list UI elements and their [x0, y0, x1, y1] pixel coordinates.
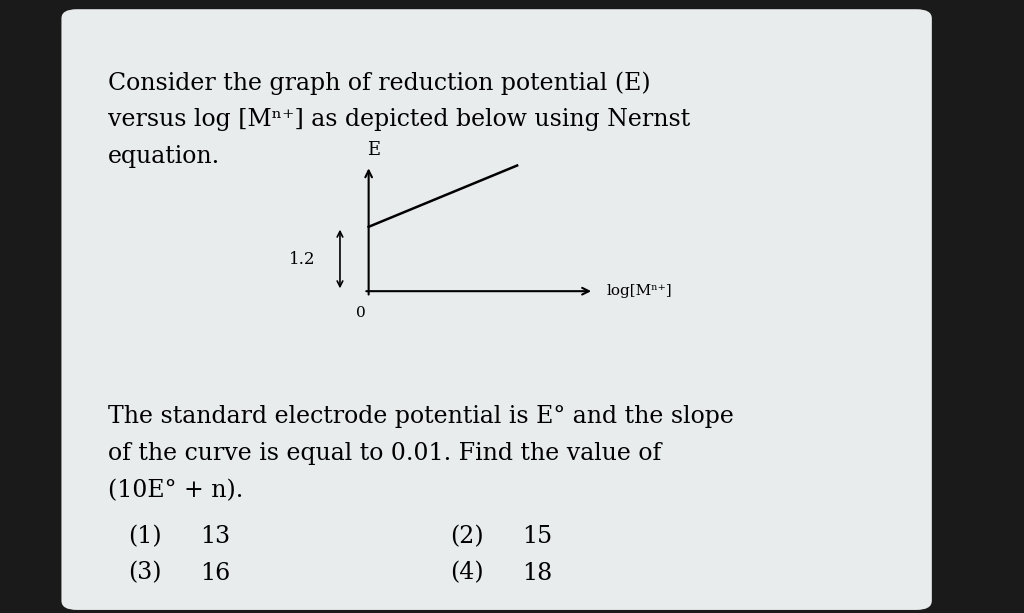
Text: 18: 18	[522, 562, 553, 585]
Text: 1.2: 1.2	[289, 251, 315, 268]
Text: E: E	[368, 142, 380, 159]
Text: (1): (1)	[128, 525, 162, 548]
Text: of the curve is equal to 0.01. Find the value of: of the curve is equal to 0.01. Find the …	[108, 442, 660, 465]
Text: equation.: equation.	[108, 145, 220, 168]
Text: Consider the graph of reduction potential (E): Consider the graph of reduction potentia…	[108, 71, 650, 94]
Text: 15: 15	[522, 525, 552, 548]
Text: (2): (2)	[451, 525, 484, 548]
FancyBboxPatch shape	[61, 9, 932, 610]
Text: (4): (4)	[451, 562, 484, 585]
Text: (10E° + n).: (10E° + n).	[108, 479, 243, 502]
Text: The standard electrode potential is E° and the slope: The standard electrode potential is E° a…	[108, 405, 733, 428]
Text: 13: 13	[200, 525, 229, 548]
Text: versus log [Mⁿ⁺] as depicted below using Nernst: versus log [Mⁿ⁺] as depicted below using…	[108, 108, 690, 131]
Text: 0: 0	[355, 306, 366, 319]
Text: (3): (3)	[128, 562, 162, 585]
Text: log[Mⁿ⁺]: log[Mⁿ⁺]	[606, 284, 672, 298]
Text: 16: 16	[200, 562, 230, 585]
